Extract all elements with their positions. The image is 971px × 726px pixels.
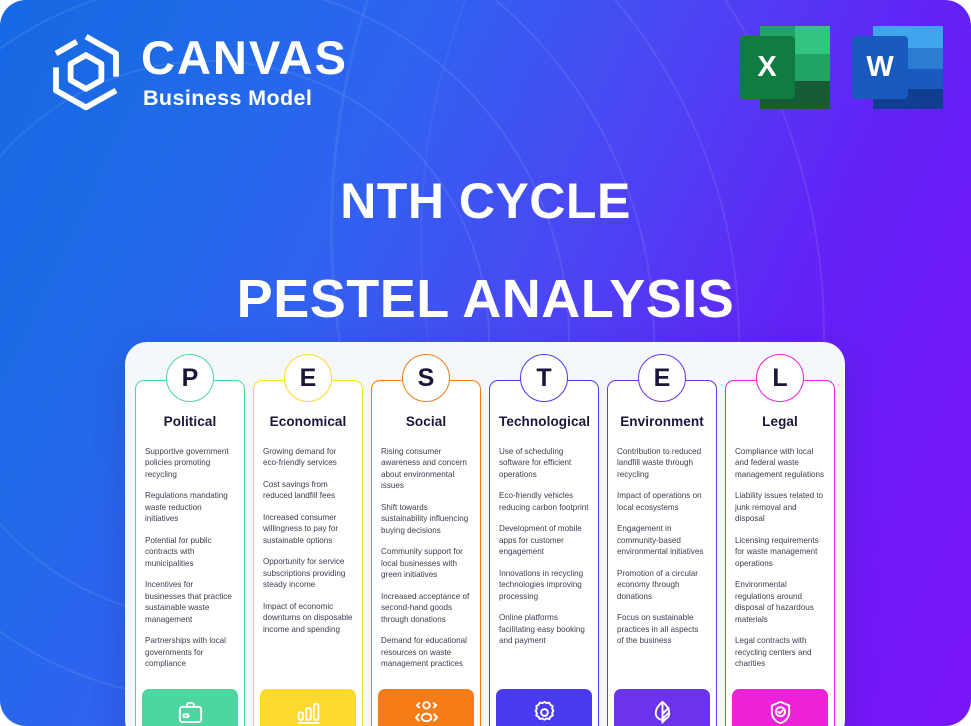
pestel-item: Engagement in community-based environmen… (617, 524, 704, 557)
page-title: NTH CYCLE (340, 173, 631, 229)
pestel-item: Shift towards sustainability influencing… (381, 502, 469, 535)
pestel-columns: P Political Supportive government policies… (125, 342, 845, 726)
pestel-item: Compliance with local and federal waste … (735, 447, 825, 479)
pestel-column-title: Environment (620, 414, 704, 429)
word-icon-letter: W (866, 51, 894, 83)
pestel-item: Legal contracts with recycling centers a… (735, 636, 812, 669)
pestel-item: Potential for public contracts with muni… (145, 535, 212, 568)
pestel-item: Online platforms facilitating easy booki… (499, 613, 585, 646)
pestel-item: Licensing requirements for waste managem… (735, 535, 819, 568)
pestel-item: Opportunity for service subscriptions pr… (263, 557, 346, 590)
pestel-item: Environmental regulations around disposa… (735, 580, 814, 624)
leaf-icon (614, 689, 710, 726)
pestel-item: Cost savings from reduced landfill fees (263, 479, 335, 501)
pestel-item: Rising consumer awareness and concern ab… (381, 447, 467, 491)
pestel-column-title: Legal (762, 414, 798, 429)
pestel-item: Regulations mandating waste reduction in… (145, 491, 228, 524)
excel-icon-letter: X (757, 51, 777, 83)
pestel-item: Increased consumer willingness to pay fo… (263, 512, 339, 545)
pestel-item: Impact of operations on local ecosystems (617, 491, 702, 512)
pestel-column-economical[interactable]: E Economical Growing demand for eco-friend… (253, 354, 363, 726)
pestel-item: Eco-friendly vehicles reducing carbon fo… (499, 491, 589, 512)
hexagon-canvas-logo-icon (47, 32, 125, 112)
brand-logo: CANVAS Business Model (47, 32, 348, 112)
pestel-column-technological[interactable]: T Technological Use of scheduling software… (489, 354, 599, 726)
brand-tagline: Business Model (143, 86, 313, 111)
pestel-item: Increased acceptance of second-hand good… (381, 591, 470, 624)
pestel-item: Liability issues related to junk removal… (735, 491, 824, 524)
pestel-column-political[interactable]: P Political Supportive government policies… (135, 354, 245, 726)
pestel-column-social[interactable]: S Social Rising consumer awareness and con… (371, 354, 481, 726)
shield-check-icon (732, 689, 828, 726)
pestel-letter-badge: E (284, 354, 332, 402)
pestel-item-list: Contribution to reduced landfill waste t… (617, 446, 707, 647)
office-icons-group: X W (739, 22, 943, 113)
briefcase-icon (142, 689, 238, 726)
pestel-item: Impact of economic downturns on disposab… (263, 601, 353, 634)
page-subtitle: PESTEL ANALYSIS (236, 269, 735, 329)
pestel-letter-badge: E (638, 354, 686, 402)
pestel-item: Promotion of a circular economy through … (617, 568, 698, 601)
pestel-item: Community support for local businesses w… (381, 547, 463, 580)
pestel-item: Development of mobile apps for customer … (499, 524, 582, 557)
pestel-item-list: Use of scheduling software for efficient… (499, 446, 589, 647)
pestel-item: Partnerships with local governments for … (145, 636, 226, 669)
pestel-letter-badge: T (520, 354, 568, 402)
pestel-item: Growing demand for eco-friendly services (263, 447, 337, 468)
pestel-item: Innovations in recycling technologies im… (499, 568, 584, 601)
brand-name: CANVAS (141, 31, 348, 85)
pestel-card: P Political Supportive government policies… (125, 342, 845, 726)
pestel-letter-badge: L (756, 354, 804, 402)
pestel-item: Focus on sustainable practices in all as… (617, 613, 699, 646)
pestel-column-environment[interactable]: E Environment Contribution to reduced land… (607, 354, 717, 726)
pestel-column-title: Political (163, 414, 217, 429)
pestel-item: Demand for educational resources on wast… (381, 636, 467, 669)
pestel-item-list: Rising consumer awareness and concern ab… (381, 446, 471, 670)
pestel-column-title: Social (405, 414, 447, 429)
pestel-item: Supportive government policies promoting… (145, 447, 229, 479)
pestel-letter-badge: P (166, 354, 214, 402)
pestel-column-title: Economical (269, 414, 347, 429)
pestel-column-legal[interactable]: L Legal Compliance with local and federal … (725, 354, 835, 726)
pestel-column-title: Technological (499, 414, 591, 429)
people-group-icon (378, 689, 474, 726)
pestel-item-list: Growing demand for eco-friendly services… (263, 446, 353, 635)
pestel-item-list: Supportive government policies promoting… (145, 446, 235, 670)
word-icon[interactable]: W (852, 22, 943, 113)
bar-chart-icon (260, 689, 356, 726)
pestel-letter-badge: S (402, 354, 450, 402)
pestel-item: Incentives for businesses that practice … (145, 580, 232, 624)
excel-icon[interactable]: X (739, 22, 830, 113)
pestel-item: Use of scheduling software for efficient… (499, 447, 572, 479)
pestel-item: Contribution to reduced landfill waste t… (617, 447, 702, 479)
gear-icon (496, 689, 592, 726)
pestel-item-list: Compliance with local and federal waste … (735, 446, 825, 670)
